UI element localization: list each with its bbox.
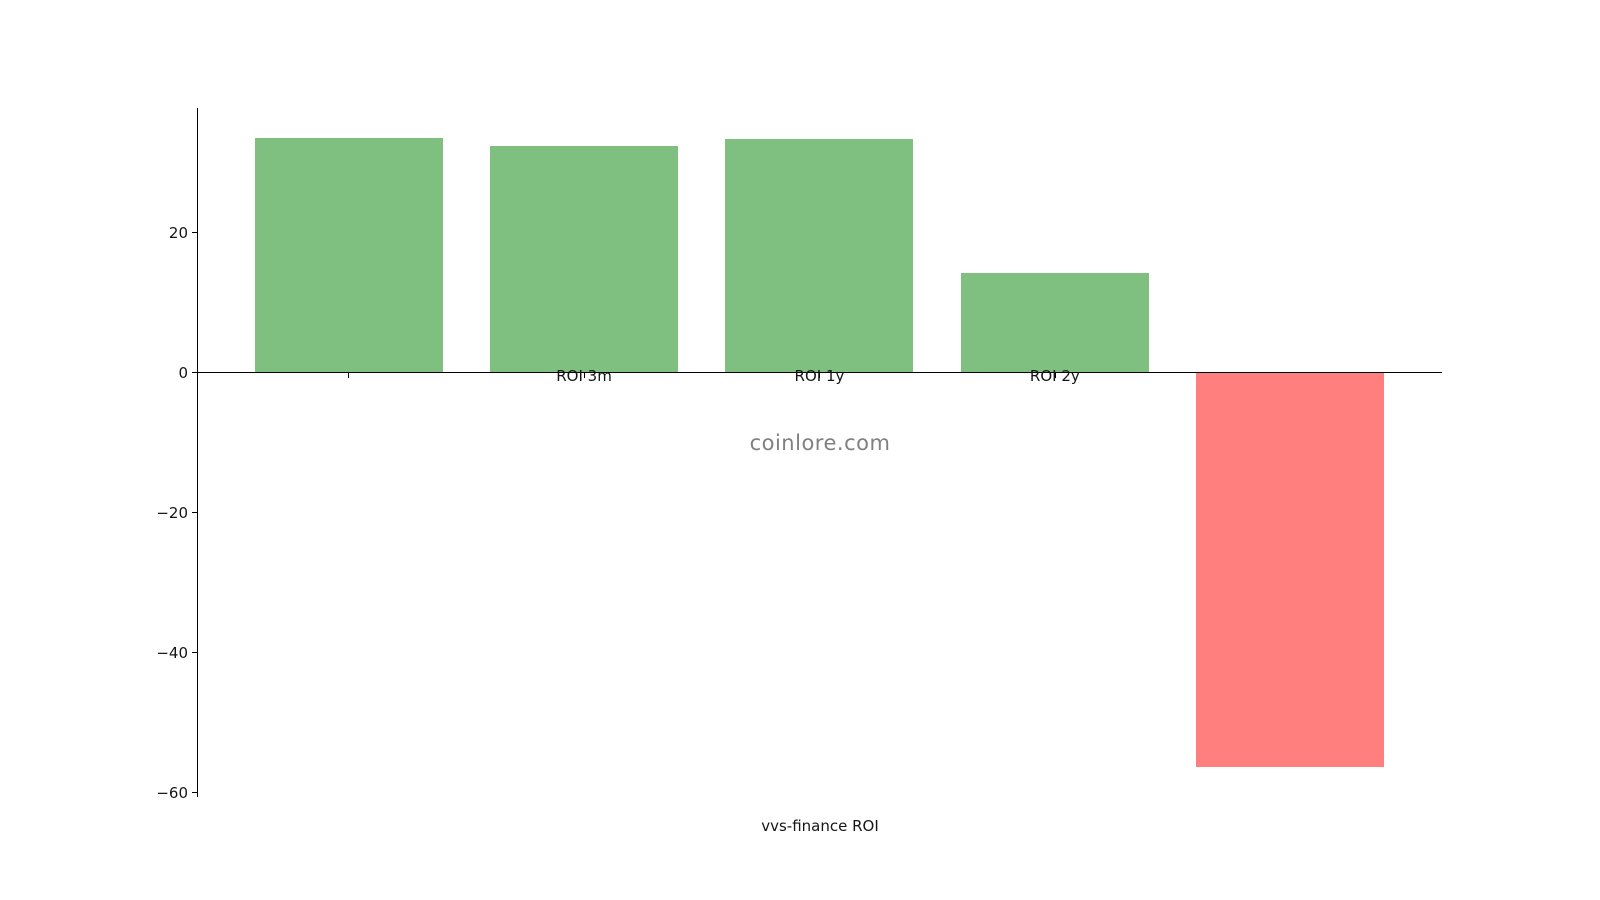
y-axis-line <box>197 108 199 797</box>
y-tick-label: 20 <box>168 223 188 242</box>
bar <box>490 146 679 373</box>
x-axis-zero-line <box>197 372 1442 374</box>
x-tick-label: ROI 1y <box>794 366 845 385</box>
bar <box>725 138 914 373</box>
bar <box>254 138 443 373</box>
x-tick-label: ROI 3m <box>556 366 612 385</box>
x-tick <box>818 372 821 378</box>
y-tick <box>192 791 197 794</box>
x-tick <box>1054 372 1056 378</box>
watermark: coinlore.com <box>749 431 891 455</box>
y-tick-label: −60 <box>156 783 188 802</box>
y-tick-label: −20 <box>156 503 188 522</box>
y-tick <box>192 371 197 374</box>
x-axis-title: vvs-finance ROI <box>761 817 879 835</box>
y-tick <box>192 511 197 514</box>
y-tick-label: −40 <box>156 643 188 662</box>
y-tick <box>192 651 197 654</box>
y-tick <box>192 231 197 234</box>
x-tick-label: ROI 2y <box>1029 366 1080 385</box>
bar <box>1196 372 1385 767</box>
y-tick-label: 0 <box>178 363 188 382</box>
bar <box>960 273 1149 373</box>
x-tick <box>583 372 585 378</box>
x-tick <box>348 372 350 378</box>
